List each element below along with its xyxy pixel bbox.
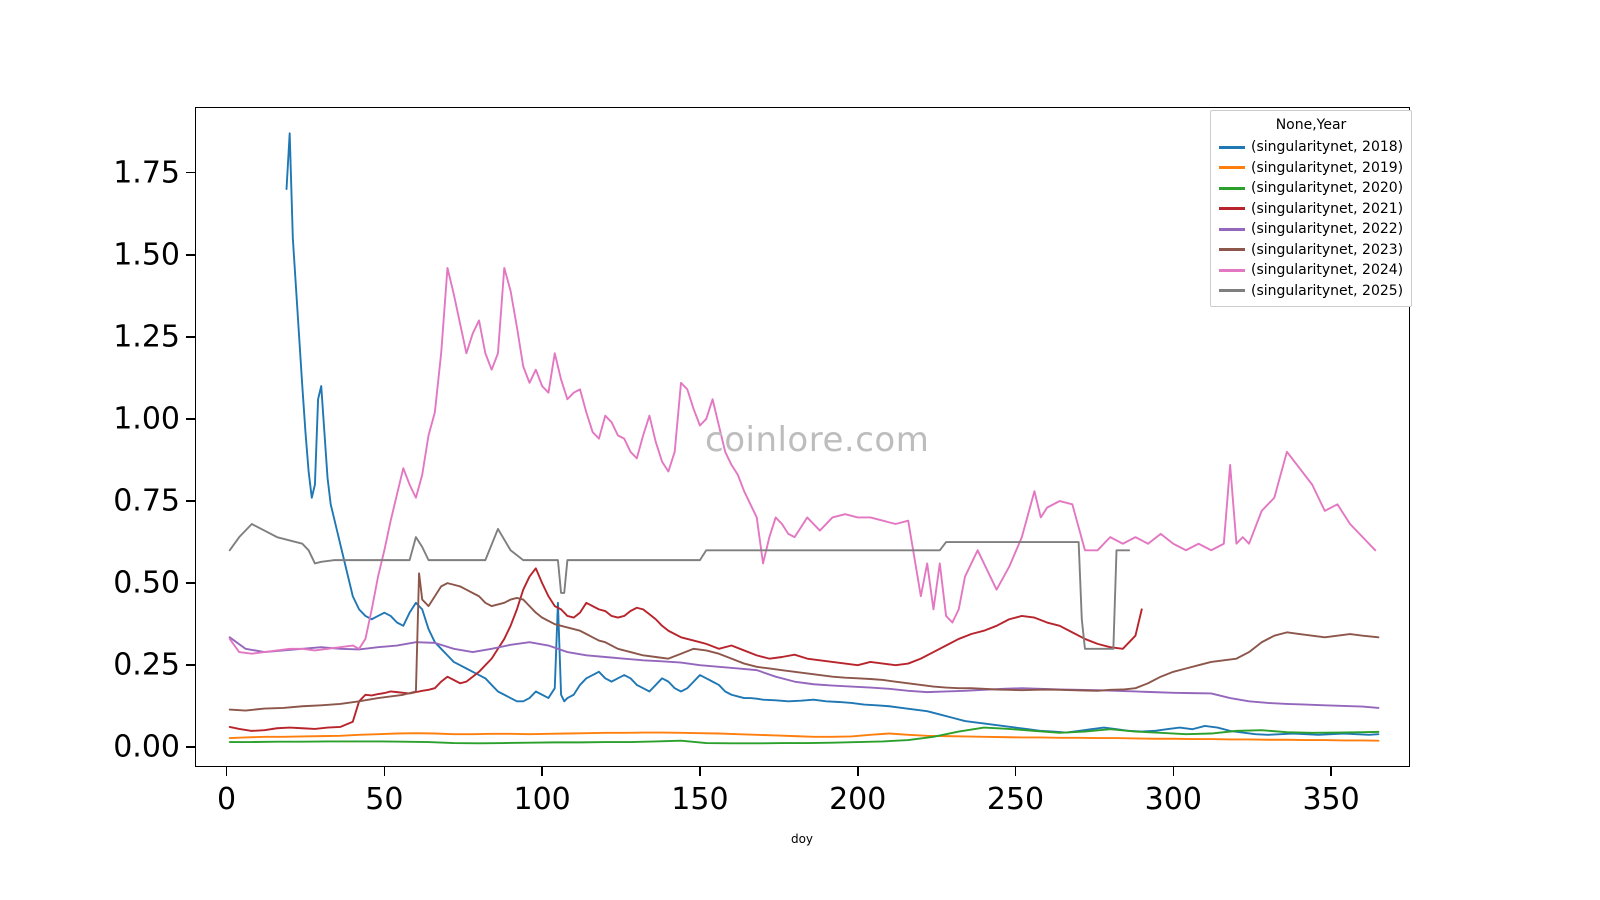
series-lines-group [195, 107, 1410, 767]
x-tick-mark [1330, 767, 1332, 776]
y-tick-label: 0.00 [113, 729, 180, 765]
y-tick-mark [186, 664, 195, 666]
legend-item-6[interactable]: (singularitynet, 2023) [1217, 240, 1405, 261]
legend-color-swatch [1219, 268, 1245, 272]
x-axis-title: doy [790, 832, 814, 846]
x-tick-mark [856, 767, 859, 776]
series-line-6 [230, 573, 1379, 710]
legend-item-label: (singularitynet, 2022) [1251, 221, 1404, 238]
legend-title: None,Year [1275, 117, 1347, 133]
x-tick-label: 50 [365, 782, 404, 817]
legend-item-8[interactable]: (singularitynet, 2025) [1217, 281, 1405, 302]
legend-color-swatch [1219, 207, 1245, 211]
y-tick-label: 0.25 [113, 647, 180, 683]
y-tick-label: 1.25 [113, 319, 180, 355]
y-tick-label: 1.75 [113, 155, 180, 191]
y-tick-label: 0.75 [113, 483, 180, 519]
plot-axes-frame [195, 107, 1410, 767]
y-tick-label: 1.50 [113, 237, 180, 273]
legend-item-2[interactable]: (singularitynet, 2019) [1217, 158, 1405, 179]
legend-color-swatch [1219, 145, 1245, 149]
legend-item-label: (singularitynet, 2025) [1251, 282, 1404, 299]
x-tick-mark [699, 767, 701, 776]
series-line-4 [230, 568, 1142, 731]
x-tick-mark [383, 767, 386, 776]
legend-item-label: (singularitynet, 2023) [1251, 241, 1404, 258]
x-tick-label: 250 [986, 782, 1045, 817]
series-line-2 [230, 733, 1379, 741]
y-tick-mark [186, 336, 195, 338]
x-tick-mark [541, 767, 543, 776]
legend-item-3[interactable]: (singularitynet, 2020) [1217, 178, 1405, 199]
y-tick-mark [186, 253, 195, 256]
series-line-7 [230, 268, 1376, 654]
legend-item-4[interactable]: (singularitynet, 2021) [1217, 199, 1405, 220]
legend-item-label: (singularitynet, 2024) [1251, 262, 1404, 279]
y-tick-mark [186, 746, 195, 749]
series-line-1 [287, 133, 1379, 735]
legend-color-swatch [1219, 166, 1245, 170]
y-tick-mark [186, 171, 195, 174]
legend-item-1[interactable]: (singularitynet, 2018) [1217, 137, 1405, 158]
series-line-5 [230, 637, 1379, 708]
legend-color-swatch [1219, 186, 1245, 190]
y-tick-mark [186, 582, 195, 584]
x-tick-label: 150 [671, 782, 729, 817]
y-tick-label: 0.50 [113, 565, 180, 601]
y-tick-mark [186, 418, 195, 420]
legend-box[interactable]: None,Year (singularitynet, 2018) (singula… [1210, 110, 1412, 307]
legend-color-swatch [1219, 289, 1245, 293]
series-line-3 [230, 728, 1379, 744]
legend-item-label: (singularitynet, 2018) [1251, 139, 1404, 156]
x-tick-label: 350 [1302, 782, 1360, 817]
legend-item-label: (singularitynet, 2020) [1251, 180, 1404, 197]
y-tick-mark [186, 500, 195, 502]
legend-color-swatch [1219, 227, 1245, 231]
x-tick-label: 300 [1144, 782, 1202, 817]
legend-item-5[interactable]: (singularitynet, 2022) [1217, 219, 1405, 240]
legend-item-label: (singularitynet, 2021) [1251, 200, 1404, 217]
series-line-8 [230, 524, 1129, 649]
legend-entries: (singularitynet, 2018) (singularitynet, 2… [1217, 137, 1405, 301]
x-tick-mark [1014, 767, 1017, 776]
y-tick-label: 1.00 [113, 401, 180, 437]
x-tick-mark [1172, 767, 1175, 776]
x-tick-label: 0 [217, 782, 237, 817]
x-tick-label: 100 [513, 782, 571, 817]
legend-item-7[interactable]: (singularitynet, 2024) [1217, 260, 1405, 281]
watermark-text: coinlore.com [705, 420, 930, 460]
x-tick-label: 200 [829, 782, 887, 817]
x-tick-mark [225, 767, 228, 776]
legend-color-swatch [1219, 248, 1245, 252]
legend-item-label: (singularitynet, 2019) [1251, 159, 1404, 176]
